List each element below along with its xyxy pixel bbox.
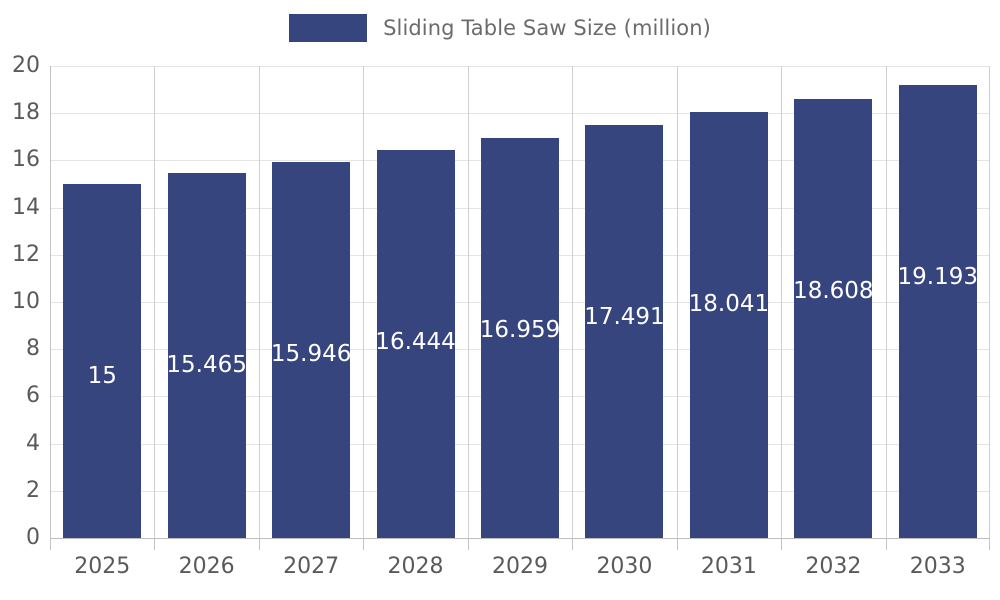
x-axis-tick-mark: [50, 538, 51, 550]
x-axis-tick-mark: [886, 538, 887, 550]
bar[interactable]: [898, 85, 977, 538]
y-axis-tick-label: 20: [12, 53, 40, 78]
legend-color-swatch: [289, 14, 368, 42]
y-axis-tick-label: 12: [12, 241, 40, 267]
bar[interactable]: [376, 149, 455, 538]
gridline-x: [363, 66, 364, 538]
x-axis-tick-mark: [468, 538, 469, 550]
gridline-x: [572, 66, 573, 538]
chart-legend: Sliding Table Saw Size (million): [0, 0, 1000, 56]
bar[interactable]: [689, 112, 768, 538]
x-axis-tick-label: 2031: [700, 554, 757, 579]
x-axis-tick-mark: [572, 538, 573, 550]
x-axis-tick-mark: [259, 538, 260, 550]
bar[interactable]: [167, 173, 246, 538]
bar[interactable]: [481, 137, 559, 538]
x-axis-tick-mark: [781, 538, 782, 550]
y-axis-tick-label: 10: [12, 289, 40, 314]
y-axis-tick-label: 16: [12, 147, 40, 173]
x-axis-tick-label: 2026: [178, 554, 235, 579]
x-axis-tick-mark: [677, 538, 678, 550]
x-axis-tick-mark: [363, 538, 364, 550]
x-axis-tick-label: 2025: [74, 554, 131, 579]
bar[interactable]: [585, 125, 664, 538]
y-axis-tick-label: 4: [26, 430, 40, 456]
bar[interactable]: [63, 184, 142, 538]
x-axis-tick-label: 2032: [805, 554, 862, 579]
y-axis-tick-label: 8: [26, 336, 40, 362]
x-axis-tick-label: 2027: [283, 554, 340, 579]
x-axis-tick-mark: [154, 538, 155, 550]
x-axis-tick-mark: [989, 538, 990, 550]
gridline-x: [781, 66, 782, 538]
gridline-x: [468, 66, 469, 538]
x-axis-tick-label: 2029: [492, 554, 548, 579]
y-axis-tick-label: 6: [26, 383, 40, 409]
y-axis-tick-label: 18: [12, 100, 40, 126]
gridline-y: [50, 66, 990, 67]
y-axis-tick-label: 2: [26, 477, 40, 503]
gridline-x: [677, 66, 678, 538]
axis-baseline: [50, 538, 990, 539]
legend-label: Sliding Table Saw Size (million): [383, 16, 711, 40]
gridline-x: [989, 66, 990, 538]
gridline-x: [886, 66, 887, 538]
gridline-x: [50, 66, 51, 538]
plot-area: 15 15.465 15.946 16.444 16.959 17.491 18.041 18…: [50, 66, 990, 539]
y-axis-tick-label: 0: [26, 525, 40, 550]
gridline-x: [259, 66, 260, 538]
x-axis-tick-label: 2028: [387, 554, 444, 579]
y-axis-tick-label: 14: [12, 194, 40, 220]
bar[interactable]: [272, 161, 351, 538]
bar[interactable]: [794, 98, 873, 538]
gridline-x: [154, 66, 155, 538]
gridline-y: [50, 113, 990, 115]
x-axis-tick-label: 2030: [596, 554, 653, 579]
x-axis-tick-label: 2033: [909, 554, 966, 579]
